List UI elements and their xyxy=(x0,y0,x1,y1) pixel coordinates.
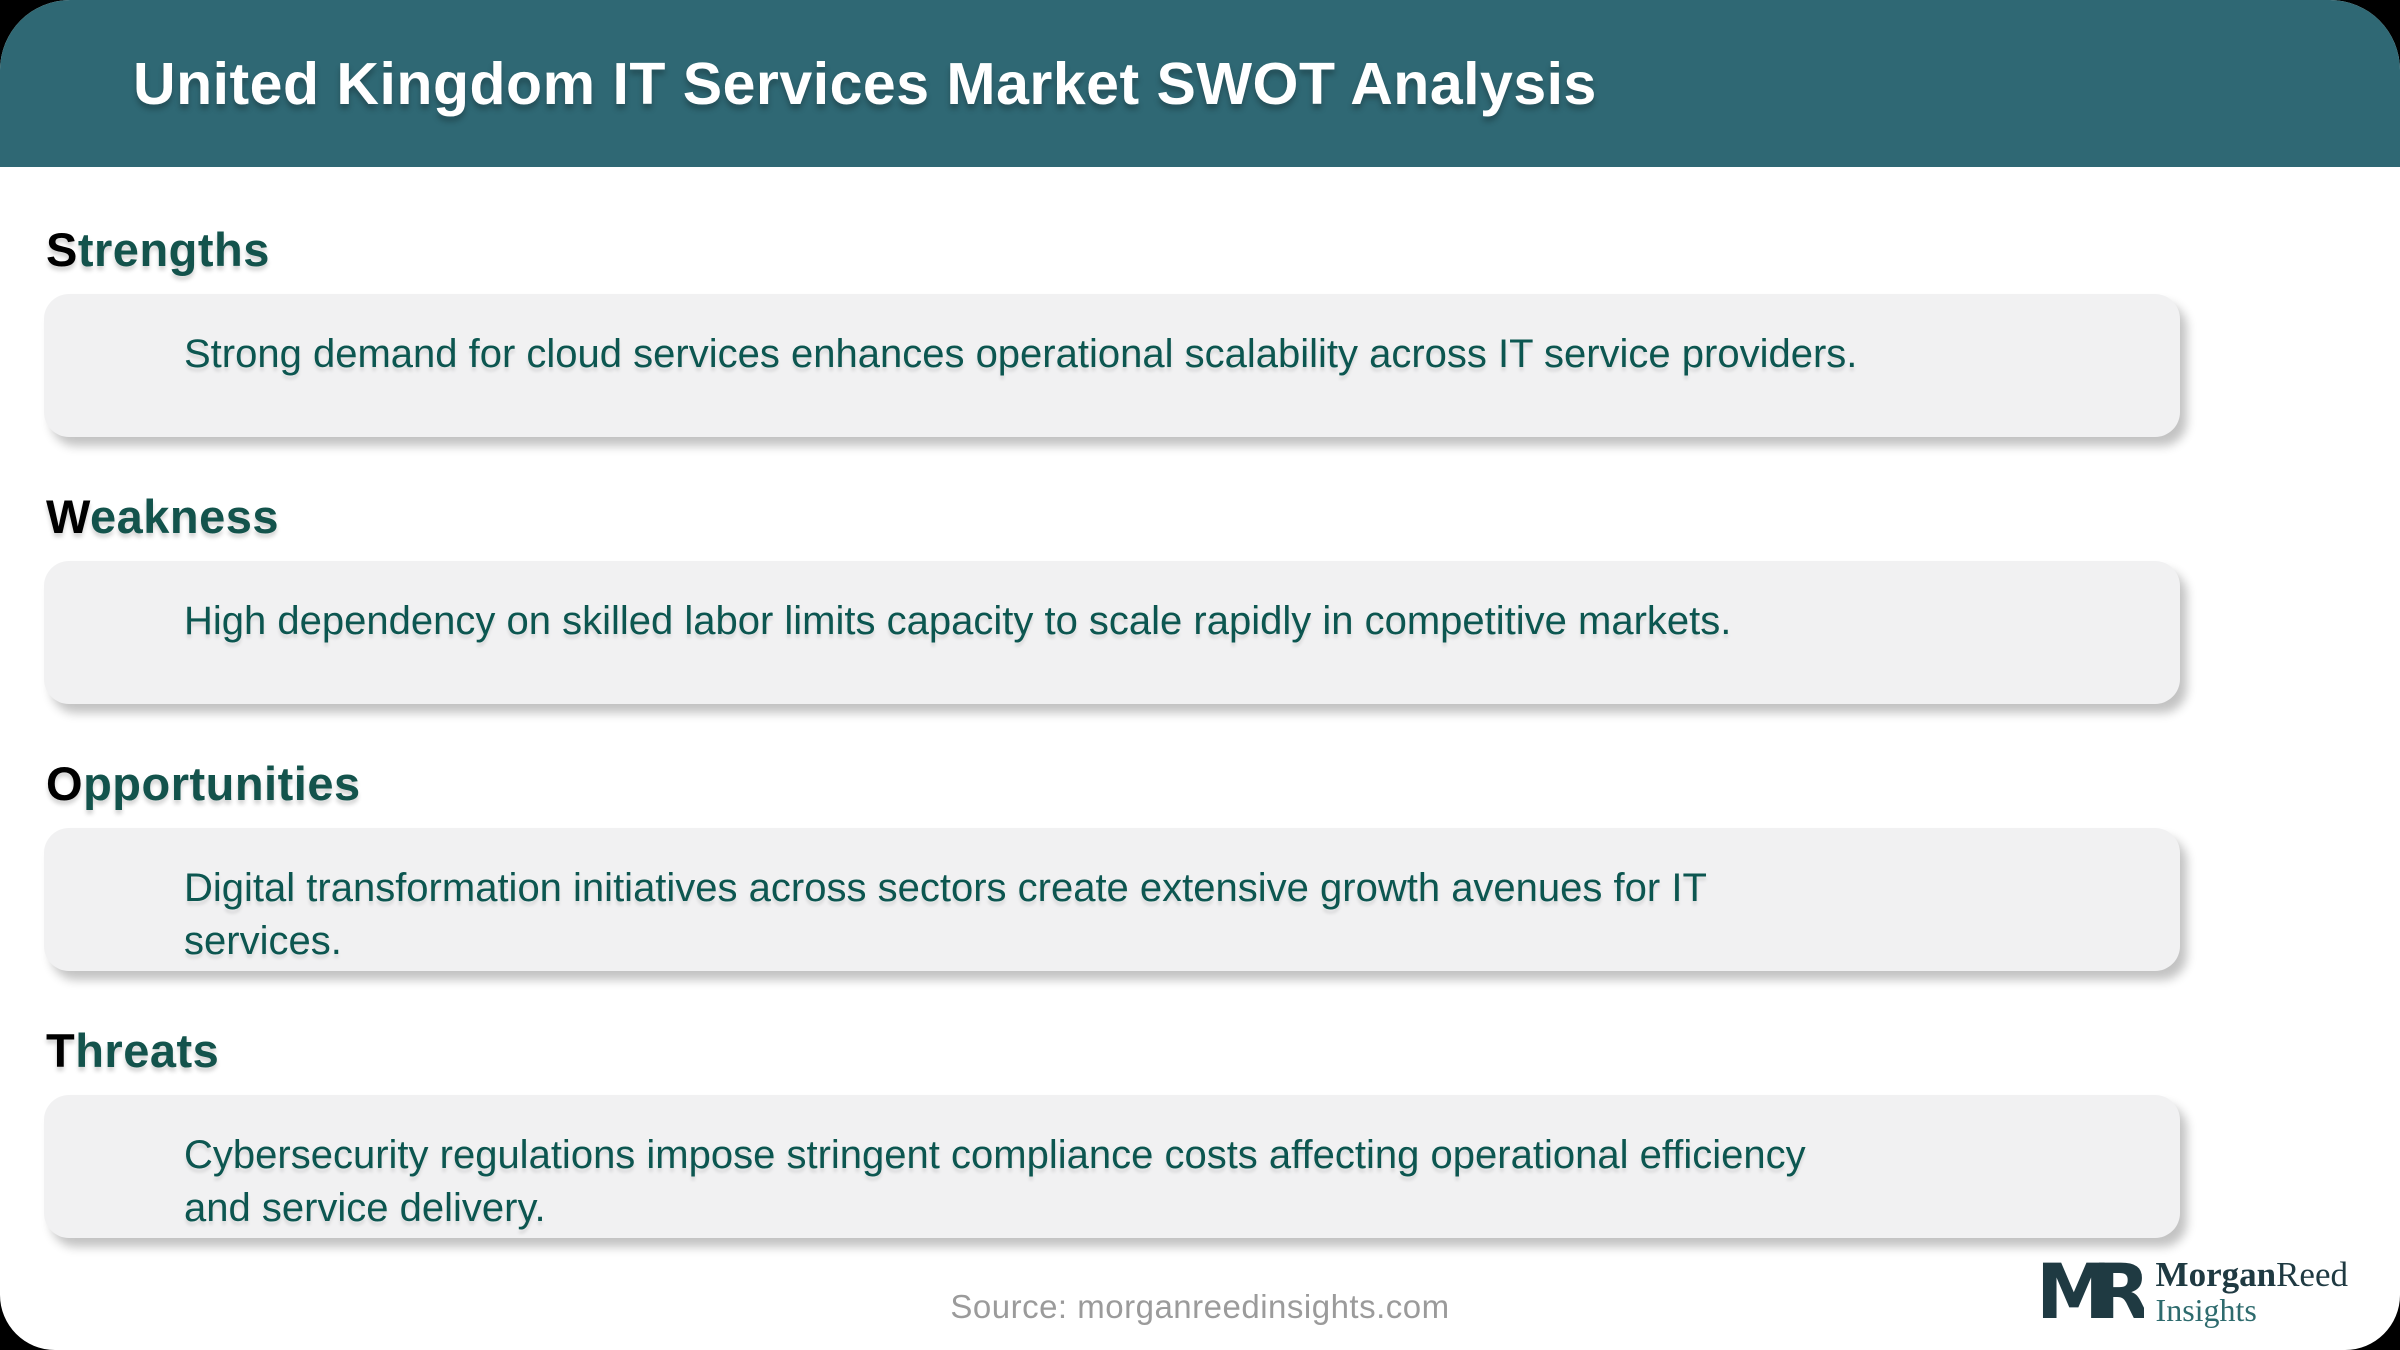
section-strengths: Strengths Strong demand for cloud servic… xyxy=(44,220,2400,437)
logo-tagline: Insights xyxy=(2155,1291,2257,1328)
mr-monogram-icon: M R xyxy=(2036,1254,2144,1328)
weakness-card: High dependency on skilled labor limits … xyxy=(44,561,2180,704)
threats-heading-rest: hreats xyxy=(75,1024,220,1077)
section-opportunities: Opportunities Digital transformation ini… xyxy=(44,754,2400,971)
opportunities-heading-first-letter: O xyxy=(46,757,84,810)
opportunities-card: Digital transformation initiatives acros… xyxy=(44,828,2180,971)
section-weakness: Weakness High dependency on skilled labo… xyxy=(44,487,2400,704)
logo-company-name: MorganReed xyxy=(2156,1256,2348,1293)
strengths-heading: Strengths xyxy=(46,220,2400,280)
weakness-heading-first-letter: W xyxy=(46,490,91,543)
svg-text:R: R xyxy=(2092,1254,2144,1328)
weakness-heading-rest: eakness xyxy=(90,490,280,543)
threats-text: Cybersecurity regulations impose stringe… xyxy=(184,1133,1806,1230)
page-title: United Kingdom IT Services Market SWOT A… xyxy=(133,50,1597,117)
logo-wordmark: MorganReed Insights xyxy=(2156,1256,2348,1327)
svg-text:M: M xyxy=(2036,1254,2112,1328)
strengths-heading-first-letter: S xyxy=(46,223,78,276)
strengths-text: Strong demand for cloud services enhance… xyxy=(184,332,1858,376)
opportunities-heading: Opportunities xyxy=(46,754,2400,814)
strengths-heading-rest: trengths xyxy=(77,223,270,276)
morganreed-logo: M R MorganReed Insights xyxy=(2036,1254,2348,1328)
logo-name-reed: Reed xyxy=(2276,1254,2348,1294)
logo-name-morgan: Morgan xyxy=(2155,1254,2277,1294)
threats-heading-first-letter: T xyxy=(46,1024,76,1077)
weakness-heading: Weakness xyxy=(46,487,2400,547)
opportunities-heading-rest: pportunities xyxy=(83,757,361,810)
section-threats: Threats Cybersecurity regulations impose… xyxy=(44,1021,2400,1238)
threats-heading: Threats xyxy=(46,1021,2400,1081)
strengths-card: Strong demand for cloud services enhance… xyxy=(44,294,2180,437)
header-bar: United Kingdom IT Services Market SWOT A… xyxy=(0,0,2400,167)
content-area: Strengths Strong demand for cloud servic… xyxy=(0,167,2400,1238)
source-attribution: Source: morganreedinsights.com xyxy=(950,1288,1450,1325)
opportunities-text: Digital transformation initiatives acros… xyxy=(184,866,1707,963)
threats-card: Cybersecurity regulations impose stringe… xyxy=(44,1095,2180,1238)
weakness-text: High dependency on skilled labor limits … xyxy=(184,599,1732,643)
